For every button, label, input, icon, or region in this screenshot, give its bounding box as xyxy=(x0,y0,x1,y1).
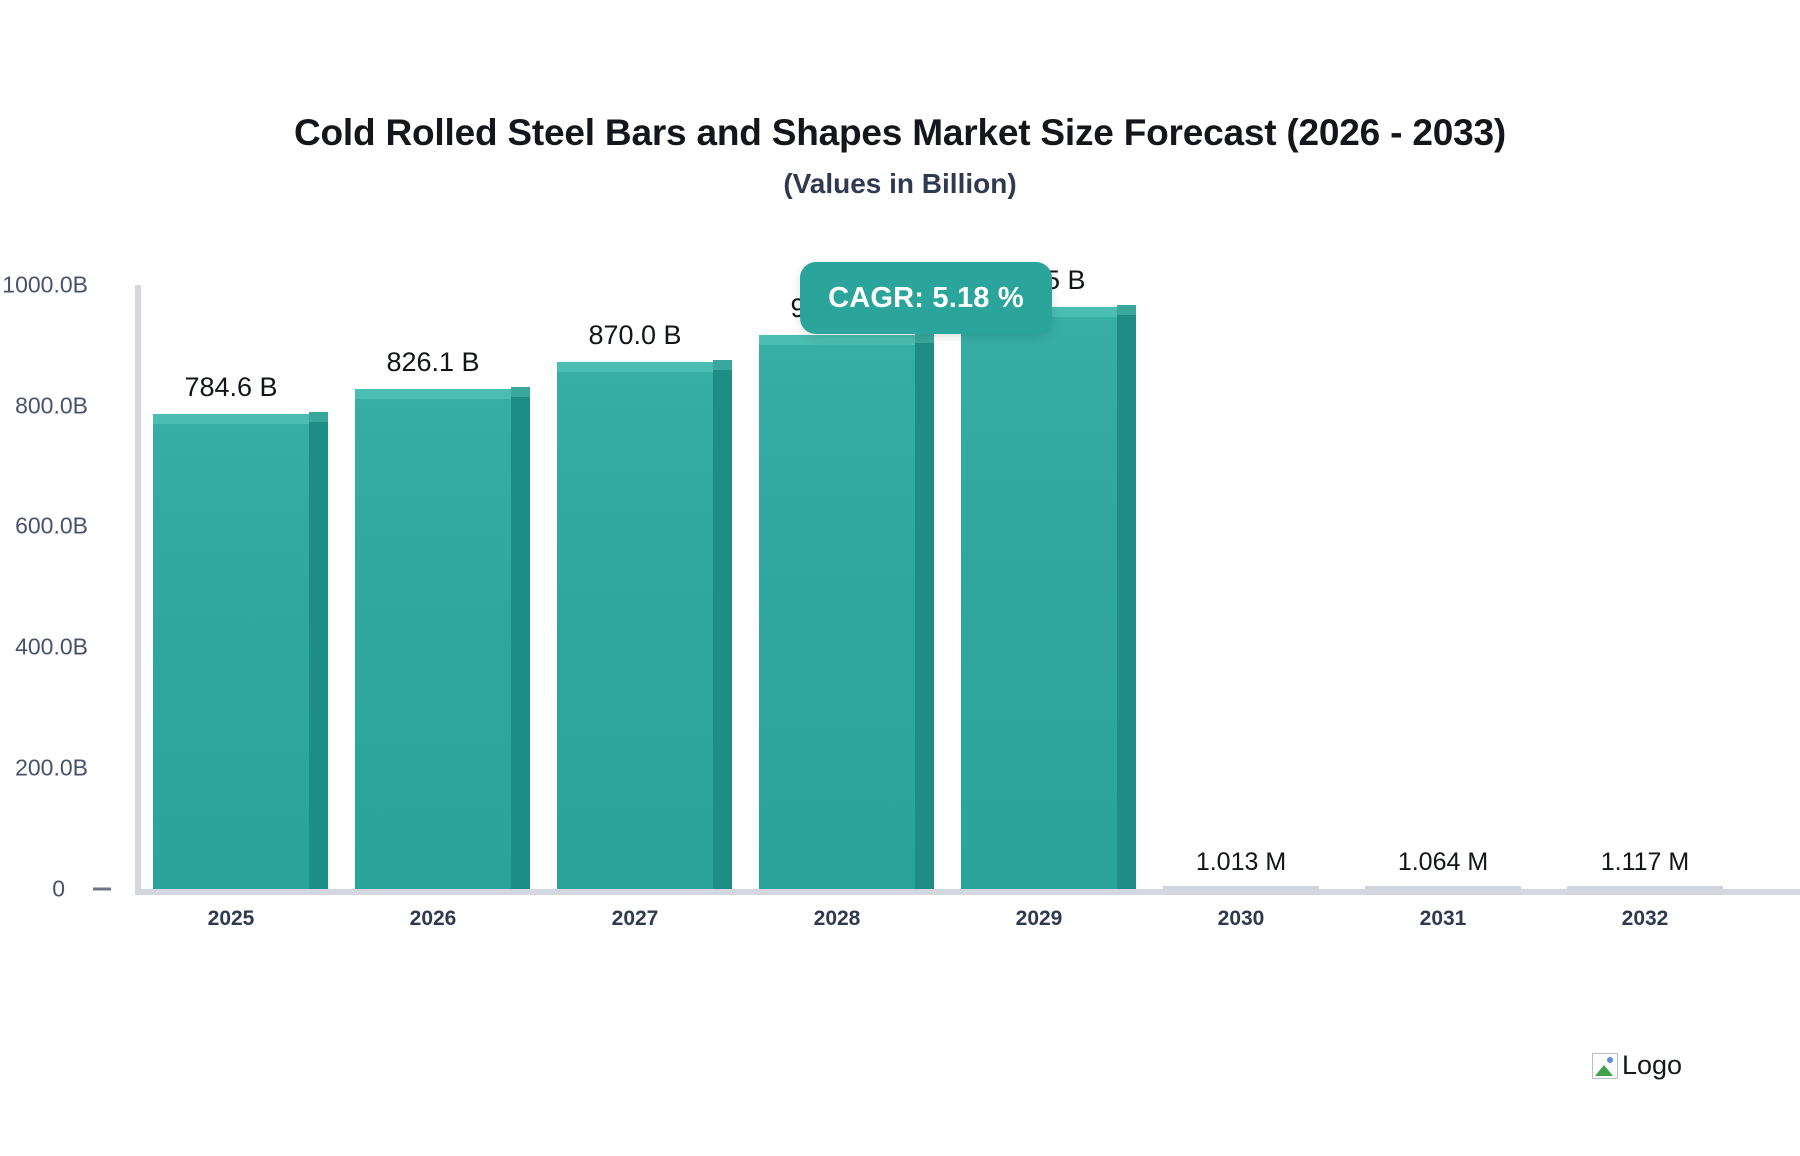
bar-label-2025: 784.6 B xyxy=(184,372,278,402)
bar-2028[interactable]: 915.1 B xyxy=(759,293,934,889)
x-axis-line xyxy=(135,889,1800,895)
y-tick-800: 800.0B xyxy=(15,392,88,419)
y-tick-600: 600.0B xyxy=(15,512,88,539)
y-axis-line xyxy=(135,285,141,895)
bar-label-2026: 826.1 B xyxy=(386,347,480,377)
x-tick-2031: 2031 xyxy=(1419,907,1467,930)
chart-title: Cold Rolled Steel Bars and Shapes Market… xyxy=(294,112,1506,153)
x-tick-2029: 2029 xyxy=(1015,907,1063,930)
cagr-badge-label: CAGR: 5.18 % xyxy=(828,281,1024,314)
x-tick-2032: 2032 xyxy=(1621,907,1669,930)
chart-subtitle: (Values in Billion) xyxy=(783,168,1017,199)
bar-2026[interactable]: 826.1 B xyxy=(355,347,530,889)
logo-watermark: Logo xyxy=(1592,1050,1682,1081)
bar-2025[interactable]: 784.6 B xyxy=(153,372,328,889)
broken-image-icon xyxy=(1592,1052,1618,1079)
x-tick-2030: 2030 xyxy=(1217,907,1265,930)
logo-label: Logo xyxy=(1622,1050,1683,1080)
y-tick-200: 200.0B xyxy=(15,754,88,781)
y-tick-400: 400.0B xyxy=(15,633,88,660)
bar-label-2027: 870.0 B xyxy=(588,320,682,350)
bar-2030[interactable]: 1.013 M xyxy=(1163,848,1319,889)
bar-label-2030: 1.013 M xyxy=(1195,848,1287,876)
x-tick-2027: 2027 xyxy=(611,907,659,930)
bar-label-2032: 1.117 M xyxy=(1600,848,1690,876)
x-tick-2026: 2026 xyxy=(409,907,457,930)
bar-2032[interactable]: 1.117 M xyxy=(1567,848,1723,889)
bar-label-2031: 1.064 M xyxy=(1397,848,1489,876)
y-zero-tick-mark xyxy=(93,887,111,891)
plot-area: 1000.0B 800.0B 600.0B 400.0B 200.0B 0 78… xyxy=(2,265,1800,930)
y-tick-1000: 1000.0B xyxy=(2,271,88,298)
bar-2029[interactable]: 962.5 B xyxy=(961,265,1136,889)
y-tick-0: 0 xyxy=(52,875,65,902)
bar-2031[interactable]: 1.064 M xyxy=(1365,848,1521,889)
x-tick-2025: 2025 xyxy=(207,907,255,930)
cagr-badge[interactable]: CAGR: 5.18 % xyxy=(800,262,1052,334)
bar-2027[interactable]: 870.0 B xyxy=(557,320,732,889)
x-tick-2028: 2028 xyxy=(813,907,861,930)
